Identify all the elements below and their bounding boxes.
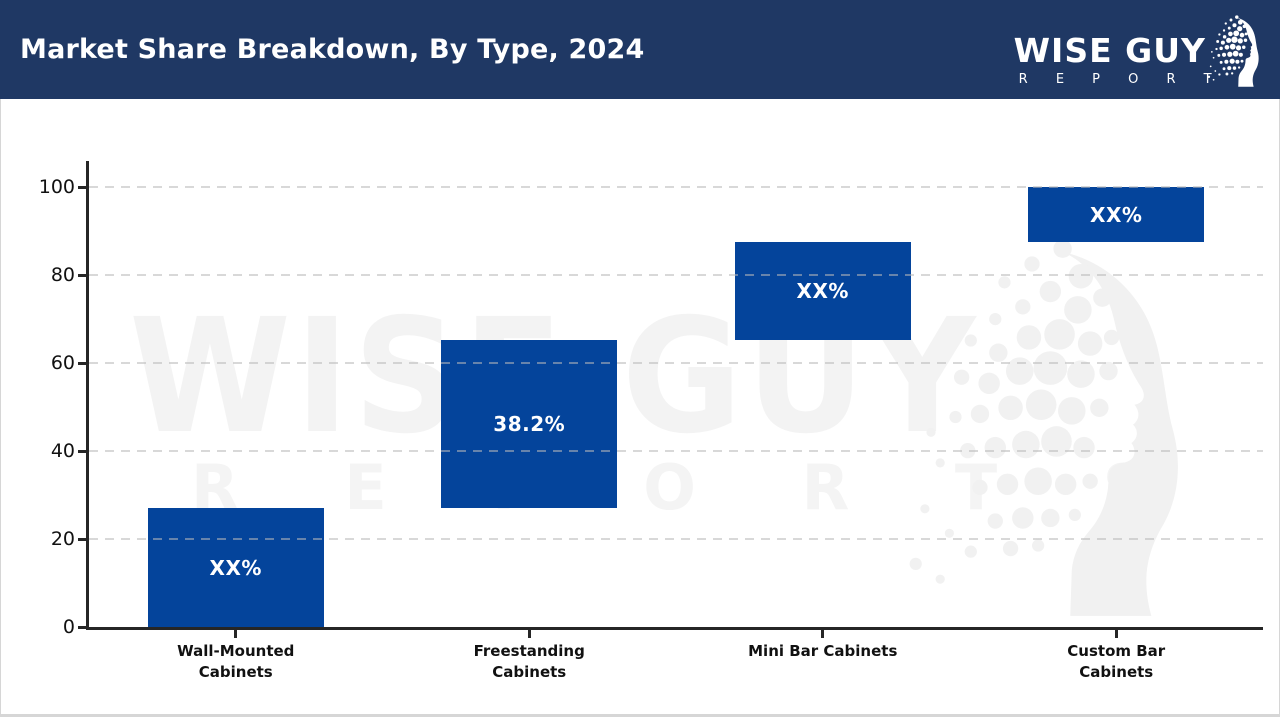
bar-value-label: 38.2%	[493, 412, 566, 437]
y-tick-mark	[78, 625, 87, 629]
x-tick-mark	[234, 630, 238, 638]
bar-value-label: XX%	[1090, 202, 1143, 227]
x-tick-mark	[527, 630, 531, 638]
logo-wordmark: WISE GUY	[1013, 30, 1206, 70]
y-tick-label: 40	[50, 440, 75, 462]
y-gridline	[89, 538, 1263, 540]
y-gridline	[89, 274, 1263, 276]
header-bar: Market Share Breakdown, By Type, 2024 WI…	[0, 0, 1280, 99]
bar-value-label: XX%	[209, 555, 262, 580]
chart-area: WISE GUY R E P O R T S XX% Wall-Mounted C…	[0, 99, 1280, 717]
x-category-label: Freestanding Cabinets	[473, 642, 585, 681]
plot-area: XX% Wall-Mounted Cabinets 38.2% Freestandin…	[1, 99, 1279, 714]
y-tick-label: 60	[50, 352, 75, 374]
x-tick-mark	[821, 630, 825, 638]
logo-subtitle: R E P O R T S	[1018, 72, 1260, 87]
x-axis-spine	[86, 627, 1263, 630]
y-tick-mark	[78, 449, 87, 453]
y-gridline	[89, 450, 1263, 452]
bar-segment: XX%	[1028, 187, 1205, 242]
y-tick-label: 20	[50, 528, 75, 550]
y-gridline	[89, 362, 1263, 364]
y-tick-mark	[78, 537, 87, 541]
x-category-label: Custom Bar Cabinets	[1067, 642, 1166, 681]
bar-value-label: XX%	[796, 279, 849, 304]
x-category-label: Mini Bar Cabinets	[748, 642, 898, 660]
y-gridline	[89, 186, 1263, 188]
bar-segment: XX%	[734, 242, 911, 341]
y-axis-spine	[86, 161, 89, 630]
y-tick-mark	[78, 273, 87, 277]
y-tick-mark	[78, 361, 87, 365]
y-tick-mark	[78, 185, 87, 189]
y-tick-label: 100	[38, 176, 75, 198]
x-tick-mark	[1114, 630, 1118, 638]
x-category-label: Wall-Mounted Cabinets	[177, 642, 295, 681]
y-tick-label: 80	[50, 264, 75, 286]
y-tick-label: 0	[62, 616, 75, 638]
watermark-subtitle: R E P O R T S	[191, 451, 1190, 524]
bar-segment: XX%	[147, 508, 324, 627]
wiseguy-logo: WISE GUY R E P O R T S	[1013, 13, 1260, 87]
bar-segment: 38.2%	[441, 340, 618, 509]
page-title: Market Share Breakdown, By Type, 2024	[20, 34, 645, 65]
